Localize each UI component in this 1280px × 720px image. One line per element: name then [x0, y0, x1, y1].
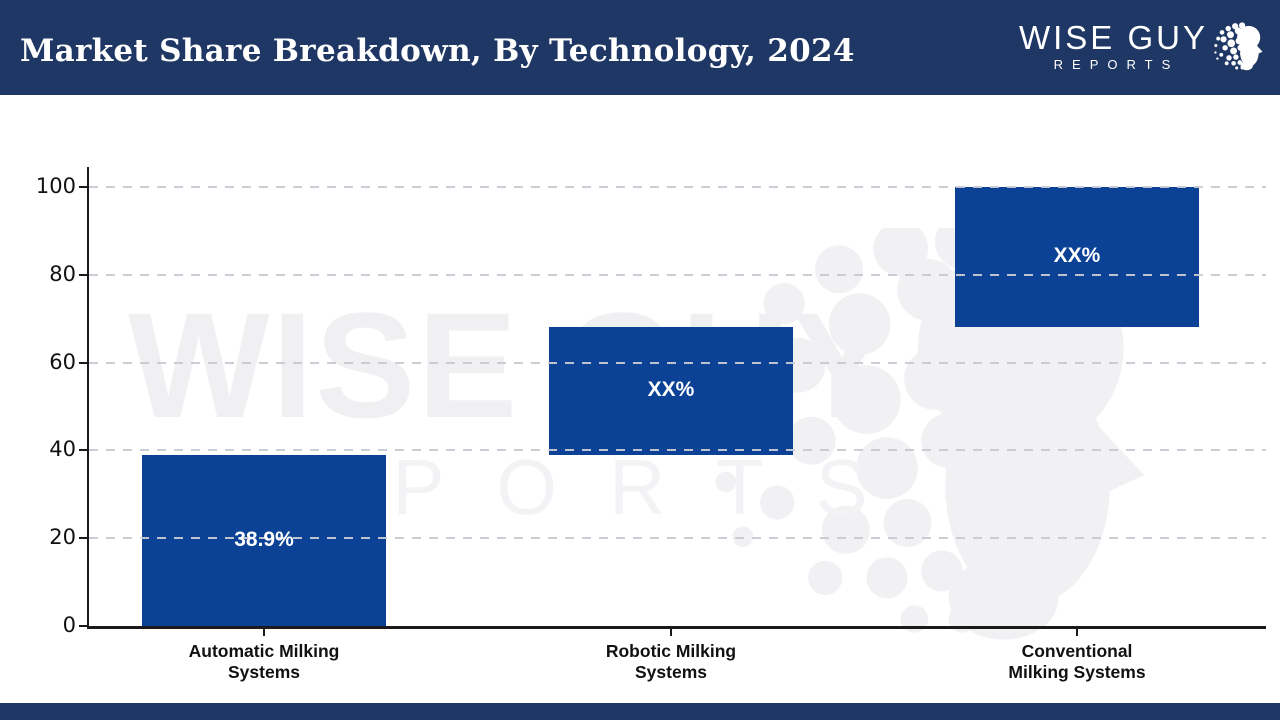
gridline: [89, 273, 1266, 276]
y-tick: [79, 273, 87, 276]
logo: WISE GUY REPORTS: [1018, 4, 1270, 90]
y-tick: [79, 186, 87, 188]
x-axis: [87, 626, 1266, 629]
y-tick: [79, 361, 87, 364]
y-tick-label: 40: [49, 437, 76, 462]
footer-bar: [0, 703, 1280, 720]
y-tick-label: 100: [35, 174, 76, 198]
bar-value-label: 38.9%: [234, 527, 294, 551]
gridline: [89, 361, 1266, 364]
logo-subtitle: REPORTS: [1053, 57, 1180, 73]
bar-segment: [142, 455, 386, 626]
header: Market Share Breakdown, By Technology, 2…: [0, 0, 1280, 95]
x-tick: [1076, 629, 1078, 636]
bar-segment: [549, 327, 793, 456]
y-axis: [87, 167, 89, 629]
y-tick: [79, 537, 87, 540]
bar-value-label: XX%: [647, 378, 695, 402]
category-label: Robotic Milking Systems: [605, 641, 737, 682]
category-label: Conventional Milking Systems: [1008, 641, 1146, 682]
y-tick: [79, 625, 87, 627]
page-title: Market Share Breakdown, By Technology, 2…: [20, 33, 855, 69]
y-tick-label: 80: [49, 261, 76, 286]
category-label: Automatic Milking Systems: [188, 641, 340, 682]
bar-segment: [955, 187, 1199, 328]
x-tick: [263, 629, 265, 636]
y-tick-label: 0: [62, 613, 76, 637]
gridline: [89, 449, 1266, 452]
y-tick-label: 20: [49, 525, 76, 550]
x-tick: [670, 629, 672, 636]
logo-text: WISE GUY REPORTS: [1018, 19, 1208, 73]
gridline: [89, 186, 1266, 188]
gridline: [89, 537, 1266, 540]
y-tick-label: 60: [49, 349, 76, 374]
bar-value-label: XX%: [1053, 244, 1101, 268]
y-tick: [79, 449, 87, 452]
logo-face-icon: [1214, 22, 1263, 71]
logo-wordmark: WISE GUY: [1018, 19, 1208, 56]
